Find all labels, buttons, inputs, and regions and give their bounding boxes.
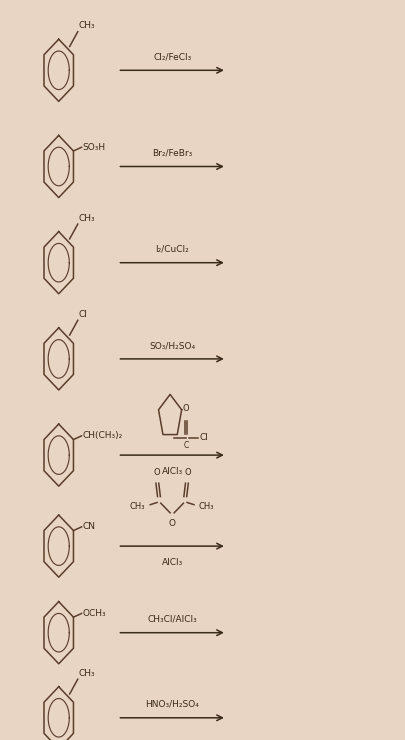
- Text: CH₃: CH₃: [199, 502, 214, 511]
- Text: O: O: [168, 519, 176, 528]
- Text: O: O: [183, 404, 189, 414]
- Text: OCH₃: OCH₃: [82, 609, 106, 618]
- Text: CH₃: CH₃: [79, 21, 95, 30]
- Text: Cl: Cl: [200, 433, 209, 443]
- Text: AlCl₃: AlCl₃: [162, 467, 183, 476]
- Text: CH(CH₃)₂: CH(CH₃)₂: [82, 431, 123, 440]
- Text: Br₂/FeBr₃: Br₂/FeBr₃: [152, 149, 192, 158]
- Text: C: C: [183, 441, 189, 450]
- Text: I₂/CuCl₂: I₂/CuCl₂: [155, 245, 189, 254]
- Text: AlCl₃: AlCl₃: [162, 558, 183, 567]
- Text: O: O: [153, 468, 160, 477]
- Text: SO₃H: SO₃H: [82, 143, 105, 152]
- Text: O: O: [184, 468, 191, 477]
- Text: CN: CN: [82, 522, 95, 531]
- Text: HNO₃/H₂SO₄: HNO₃/H₂SO₄: [145, 700, 199, 709]
- Text: CH₃: CH₃: [79, 214, 95, 223]
- Text: CH₃: CH₃: [130, 502, 145, 511]
- Text: CH₃Cl/AlCl₃: CH₃Cl/AlCl₃: [147, 615, 197, 624]
- Text: Cl: Cl: [79, 310, 87, 319]
- Text: SO₃/H₂SO₄: SO₃/H₂SO₄: [149, 341, 195, 350]
- Text: CH₃: CH₃: [79, 669, 95, 678]
- Text: Cl₂/FeCl₃: Cl₂/FeCl₃: [153, 53, 191, 61]
